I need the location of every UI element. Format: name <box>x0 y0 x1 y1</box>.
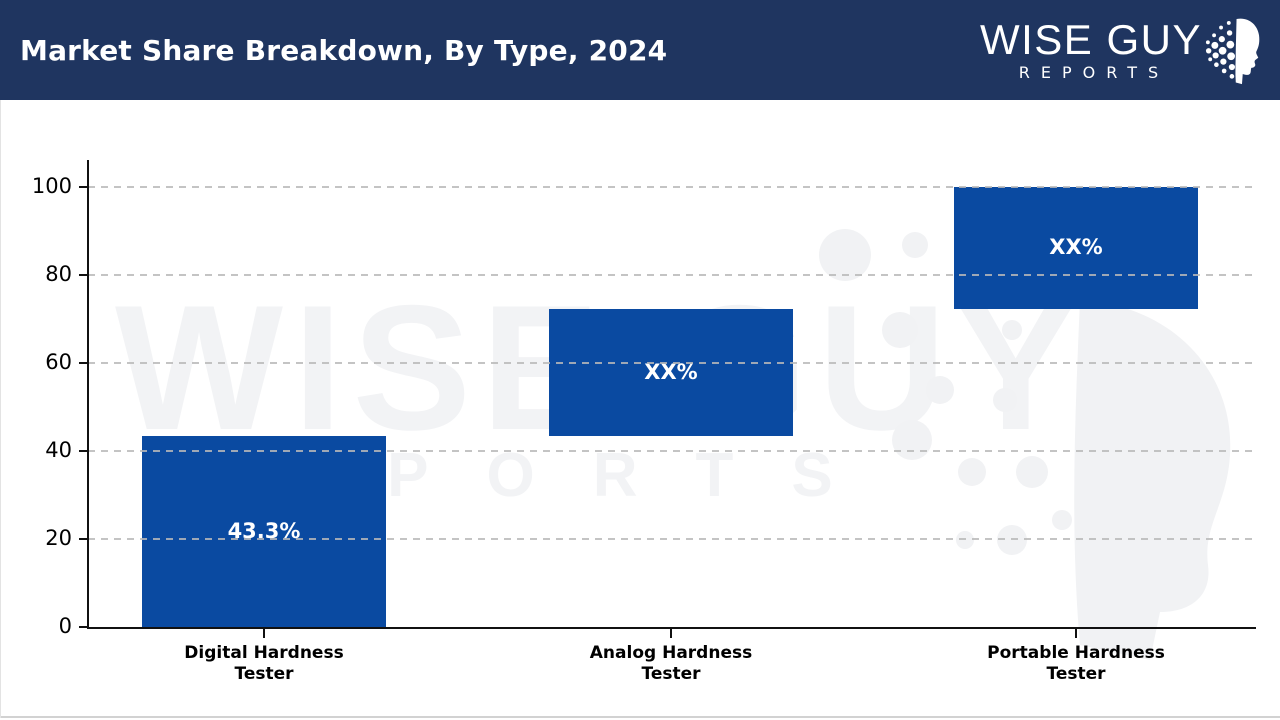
logo-line2: REPORTS <box>1018 63 1170 82</box>
y-tick-mark-0 <box>79 626 88 628</box>
wise-guy-logo: WISE GUY REPORTS <box>980 0 1266 100</box>
category-label-1: Analog Hardness Tester <box>589 643 753 685</box>
logo-face-icon <box>1205 18 1260 85</box>
bar-value-label: XX% <box>1049 235 1103 260</box>
x-tick-mark-2 <box>1075 629 1077 638</box>
header-bar: Market Share Breakdown, By Type, 2024 WI… <box>0 0 1280 100</box>
x-axis <box>87 627 1256 629</box>
bar-digital-hardness-tester: 43.3% <box>142 436 386 627</box>
bar-portable-hardness-tester: XX% <box>954 187 1198 310</box>
y-axis <box>87 160 89 629</box>
category-label-0: Digital Hardness Tester <box>184 643 344 685</box>
gridline-80 <box>88 274 1256 276</box>
y-tick-mark-100 <box>79 186 88 188</box>
y-tick-label-100: 100 <box>31 174 72 198</box>
y-tick-mark-40 <box>79 450 88 452</box>
y-tick-mark-80 <box>79 274 88 276</box>
bar-analog-hardness-tester: XX% <box>549 309 793 437</box>
logo-line1: WISE GUY <box>979 16 1202 63</box>
gridline-60 <box>88 362 1256 364</box>
left-border-line <box>0 100 1 718</box>
y-tick-label-40: 40 <box>45 438 72 462</box>
x-tick-mark-1 <box>670 629 672 638</box>
gridline-20 <box>88 538 1256 540</box>
y-tick-label-80: 80 <box>45 262 72 286</box>
y-tick-mark-60 <box>79 362 88 364</box>
gridline-40 <box>88 450 1256 452</box>
chart-area: WISE GUY REPORTS 0 20 40 60 80 100 43.3% Digita… <box>0 100 1280 720</box>
y-tick-label-60: 60 <box>45 350 72 374</box>
bottom-border-line <box>0 716 1280 718</box>
x-tick-mark-0 <box>263 629 265 638</box>
gridline-100 <box>88 186 1256 188</box>
category-label-2: Portable Hardness Tester <box>987 643 1165 685</box>
y-tick-label-20: 20 <box>45 526 72 550</box>
logo-wordmark: WISE GUY REPORTS <box>980 19 1202 81</box>
y-tick-mark-20 <box>79 538 88 540</box>
y-tick-label-0: 0 <box>58 614 72 638</box>
page-title: Market Share Breakdown, By Type, 2024 <box>20 33 668 67</box>
